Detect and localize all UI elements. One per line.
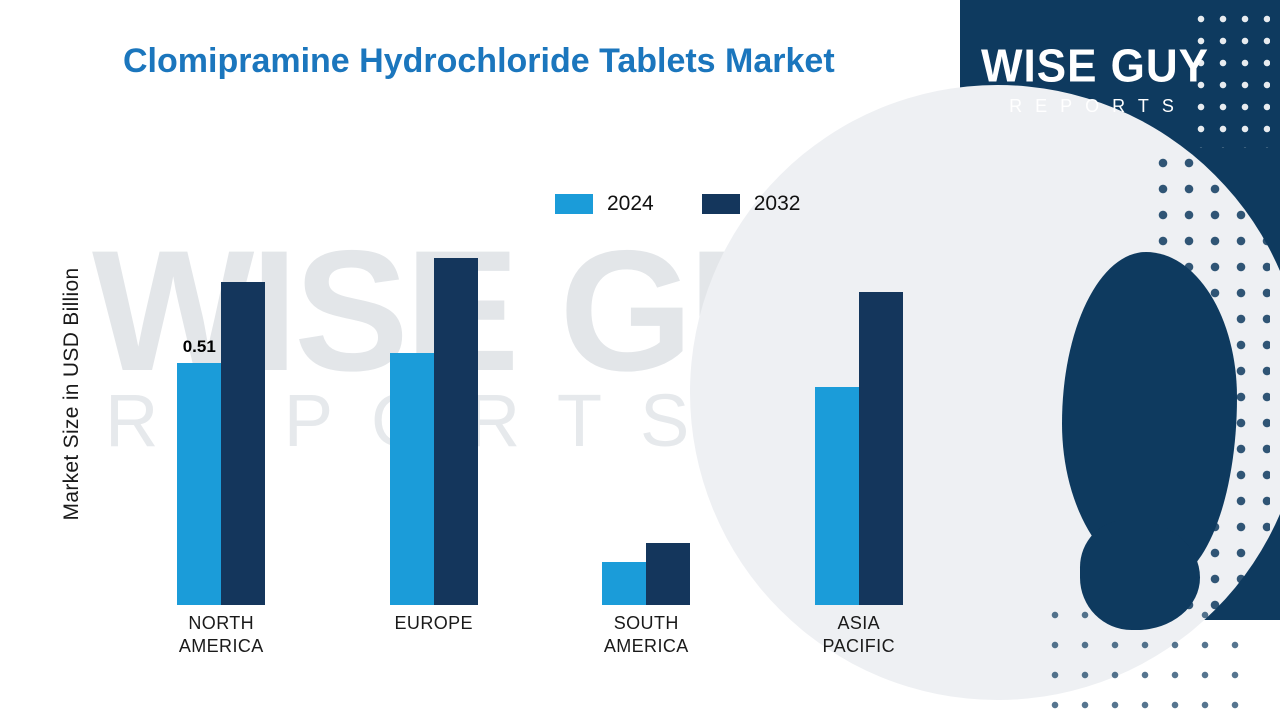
legend-swatch-2032 xyxy=(701,194,740,214)
bar-pair: 0.51 xyxy=(177,225,266,605)
bar-group-1 xyxy=(389,225,478,605)
logo: WISE GUY REPORTS xyxy=(980,40,1210,117)
bar-group-2 xyxy=(602,225,691,605)
x-axis-category-labels: NORTH AMERICA EUROPE SOUTH AMERICA ASIA PAC… xyxy=(115,612,965,659)
dots-pattern-right xyxy=(1150,150,1270,620)
logo-reports-text: REPORTS xyxy=(1009,96,1187,116)
category-label-1: EUROPE xyxy=(394,613,473,633)
bar-pair xyxy=(814,225,903,605)
bar-pair xyxy=(602,225,691,605)
legend-label-2032: 2032 xyxy=(753,192,801,215)
plot-area: 0.51 xyxy=(115,225,965,605)
y-axis-label: Market Size in USD Billion xyxy=(60,267,83,521)
legend-item-2032: 2032 xyxy=(701,192,801,216)
legend-label-2024: 2024 xyxy=(607,192,654,215)
bar-2024-category-1 xyxy=(389,353,434,605)
bar-2032-category-0 xyxy=(221,282,266,605)
chart-legend: 2024 2032 xyxy=(555,192,800,216)
dots-pattern-on-panel xyxy=(1190,8,1270,148)
bar-pair xyxy=(389,225,478,605)
page-title: Clomipramine Hydrochloride Tablets Marke… xyxy=(123,42,835,80)
bar-2032-category-3 xyxy=(858,291,903,605)
bar-2024-category-2 xyxy=(602,562,647,605)
bar-2032-category-2 xyxy=(646,543,691,605)
category-label-3: ASIA PACIFIC xyxy=(822,613,895,657)
bar-2032-category-1 xyxy=(433,258,478,605)
legend-swatch-2024 xyxy=(555,194,593,214)
category-label-2: SOUTH AMERICA xyxy=(603,613,689,657)
dots-pattern-bottom xyxy=(1040,600,1260,710)
legend-item-2024: 2024 xyxy=(555,192,654,216)
bar-2024-category-0: 0.51 xyxy=(177,337,222,605)
bar-group-0: 0.51 xyxy=(177,225,266,605)
category-label-0: NORTH AMERICA xyxy=(178,613,264,657)
bar-group-3 xyxy=(814,225,903,605)
bar-2024-category-3 xyxy=(814,386,859,605)
logo-wiseguy-text: WISE GUY xyxy=(980,40,1210,93)
bar-value-label: 0.51 xyxy=(182,336,216,356)
